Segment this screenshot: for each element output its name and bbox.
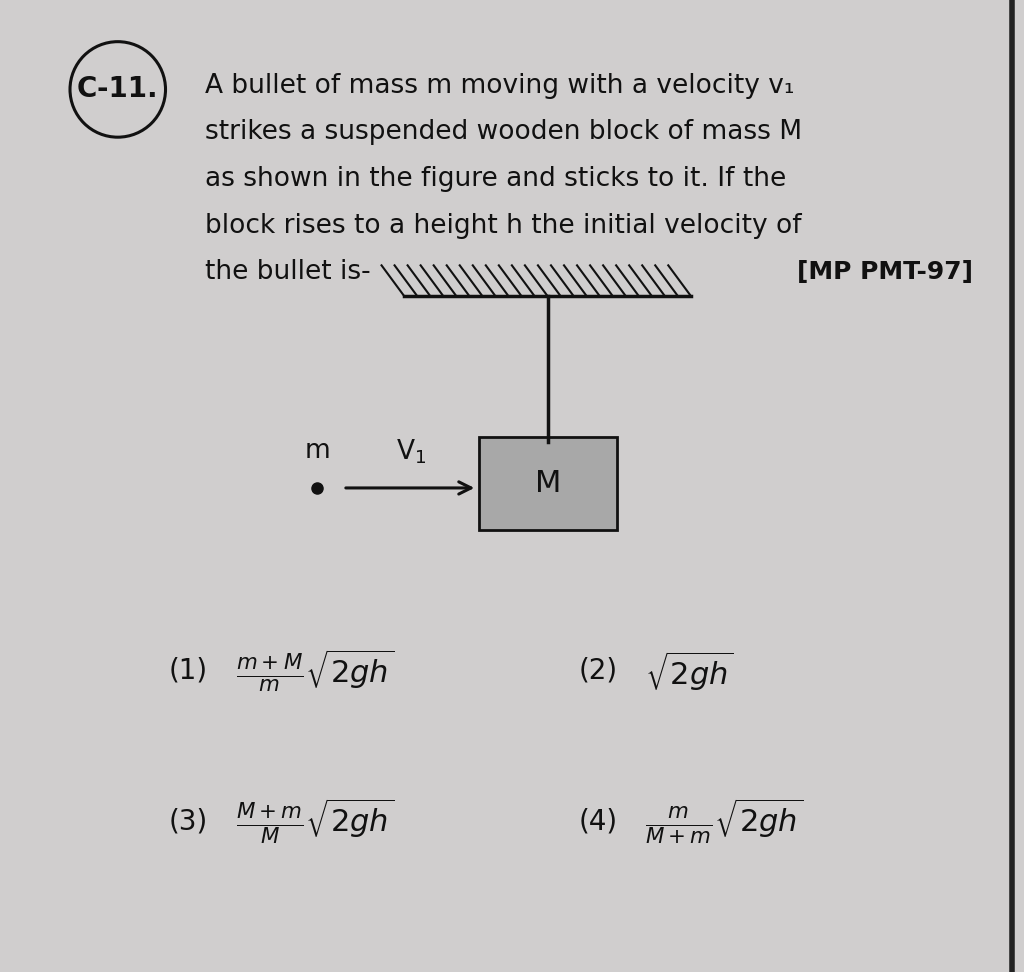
Text: (1): (1) <box>169 657 208 684</box>
Text: $\frac{M+m}{M}\sqrt{2gh}$: $\frac{M+m}{M}\sqrt{2gh}$ <box>236 796 393 847</box>
Text: m: m <box>304 437 331 464</box>
Text: $\sqrt{2gh}$: $\sqrt{2gh}$ <box>645 648 734 693</box>
Text: $\frac{m}{M+m}\sqrt{2gh}$: $\frac{m}{M+m}\sqrt{2gh}$ <box>645 796 803 847</box>
Text: (4): (4) <box>579 808 617 835</box>
Text: V$_1$: V$_1$ <box>396 437 427 466</box>
Bar <box>479 437 617 530</box>
Text: C-11.: C-11. <box>77 76 159 103</box>
Text: [MP PMT-97]: [MP PMT-97] <box>797 260 973 284</box>
Text: as shown in the figure and sticks to it. If the: as shown in the figure and sticks to it.… <box>205 166 786 191</box>
Text: A bullet of mass m moving with a velocity v₁: A bullet of mass m moving with a velocit… <box>205 73 795 98</box>
Text: the bullet is-: the bullet is- <box>205 260 371 285</box>
Text: strikes a suspended wooden block of mass M: strikes a suspended wooden block of mass… <box>205 120 802 145</box>
Text: (3): (3) <box>169 808 208 835</box>
Text: M: M <box>536 469 561 498</box>
Text: $\frac{m+M}{m}\sqrt{2gh}$: $\frac{m+M}{m}\sqrt{2gh}$ <box>236 647 393 694</box>
Text: block rises to a height h the initial velocity of: block rises to a height h the initial ve… <box>205 213 802 238</box>
Text: (2): (2) <box>579 657 617 684</box>
